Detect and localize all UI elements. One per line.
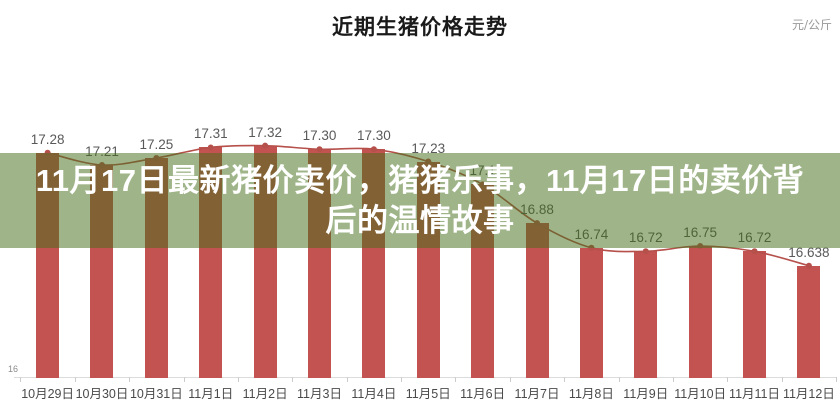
price-bar	[688, 246, 712, 378]
axis-tick	[727, 377, 729, 382]
x-axis-label: 11月11日	[729, 387, 780, 400]
axis-tick	[346, 377, 348, 382]
axis-tick	[237, 377, 239, 382]
chart-title: 近期生猪价格走势	[332, 14, 508, 39]
price-bar	[579, 247, 603, 378]
axis-tick	[401, 377, 403, 382]
axis-tick	[20, 377, 22, 382]
x-axis-label: 11月5日	[405, 387, 451, 400]
value-label: 17.30	[302, 128, 337, 144]
axis-tick	[292, 377, 294, 382]
x-axis-label: 11月12日	[782, 387, 835, 400]
axis-tick	[781, 377, 783, 382]
y-axis-min-label: 16	[8, 364, 19, 374]
value-label: 17.30	[356, 128, 391, 144]
x-axis-label: 11月8日	[568, 387, 614, 400]
x-axis-label: 11月10日	[674, 387, 727, 400]
axis-tick	[455, 377, 457, 382]
headline-line-1: 11月17日最新猪价卖价，猪猪乐事，11月17日的卖价背	[35, 162, 805, 198]
x-axis-label: 11月7日	[514, 387, 560, 400]
x-axis-label: 11月6日	[460, 387, 506, 400]
value-label: 17.28	[30, 131, 65, 147]
x-axis-label: 11月1日	[188, 387, 234, 400]
axis-tick	[183, 377, 185, 382]
headline-overlay: 11月17日最新猪价卖价，猪猪乐事，11月17日的卖价背 后的温情故事	[0, 153, 840, 248]
axis-tick	[672, 377, 674, 382]
x-axis-label: 11月3日	[297, 387, 342, 400]
axis-tick	[836, 377, 838, 382]
axis-tick	[509, 377, 511, 382]
headline-line-2: 后的温情故事	[325, 202, 515, 238]
x-axis-label: 10月31日	[129, 387, 183, 400]
price-bar	[743, 251, 767, 378]
x-axis-label: 11月9日	[623, 387, 669, 400]
x-axis-label: 11月2日	[242, 387, 288, 400]
axis-tick	[74, 377, 76, 382]
x-axis-label: 11月4日	[351, 387, 397, 400]
x-axis-label: 10月29日	[21, 387, 74, 400]
axis-tick	[618, 377, 620, 382]
value-label: 17.32	[248, 124, 282, 140]
unit-label: 元/公斤	[791, 18, 832, 32]
axis-tick	[564, 377, 566, 382]
value-label: 17.31	[193, 126, 228, 142]
x-axis-label: 10月30日	[75, 387, 129, 400]
axis-tick	[129, 377, 131, 382]
price-bar	[634, 251, 658, 378]
price-bar	[797, 265, 821, 378]
